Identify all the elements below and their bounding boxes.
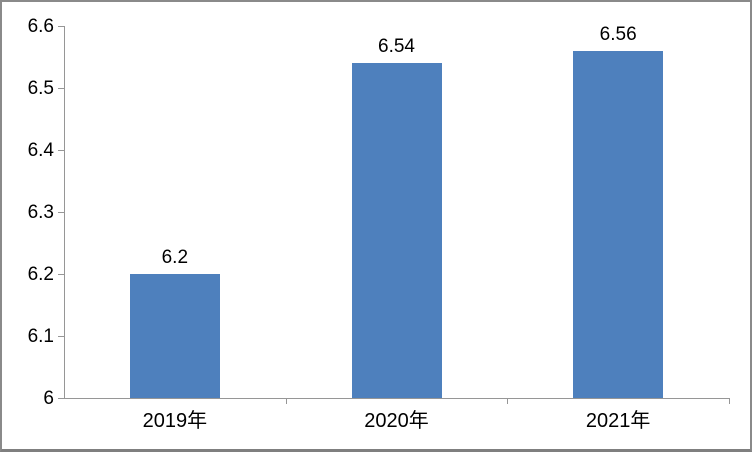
x-axis-category-label: 2019年 — [142, 410, 208, 432]
y-axis-tick — [58, 26, 64, 27]
bar-value-label: 6.56 — [599, 23, 637, 45]
y-axis-tick-label: 6.5 — [27, 78, 54, 99]
x-axis-tick — [285, 398, 287, 404]
y-axis-tick-label: 6 — [43, 388, 54, 409]
bar-2021年 — [573, 50, 664, 398]
y-axis-tick — [58, 88, 64, 89]
x-axis-category-label: 2021年 — [585, 410, 651, 432]
y-axis-tick — [58, 274, 64, 275]
bar-2019年 — [129, 274, 220, 398]
x-axis-line — [64, 398, 730, 399]
y-axis-tick — [58, 212, 64, 213]
x-axis-tick — [507, 398, 509, 404]
x-axis-tick — [729, 398, 730, 404]
y-axis-tick — [58, 150, 64, 151]
y-axis-tick-label: 6.2 — [27, 264, 54, 285]
y-axis-tick-label: 6.1 — [27, 326, 54, 347]
y-axis-tick — [58, 336, 64, 337]
y-axis-tick-label: 6.4 — [27, 140, 54, 161]
x-axis-category-label: 2020年 — [364, 410, 429, 432]
bar-value-label: 6.54 — [378, 36, 415, 58]
y-axis-line — [64, 26, 65, 399]
y-axis-tick-label: 6.3 — [27, 202, 54, 223]
bar-2020年 — [351, 63, 442, 398]
bar-value-label: 6.2 — [161, 247, 189, 268]
y-axis-tick-label: 6.6 — [27, 16, 54, 37]
y-axis-tick — [58, 398, 64, 399]
